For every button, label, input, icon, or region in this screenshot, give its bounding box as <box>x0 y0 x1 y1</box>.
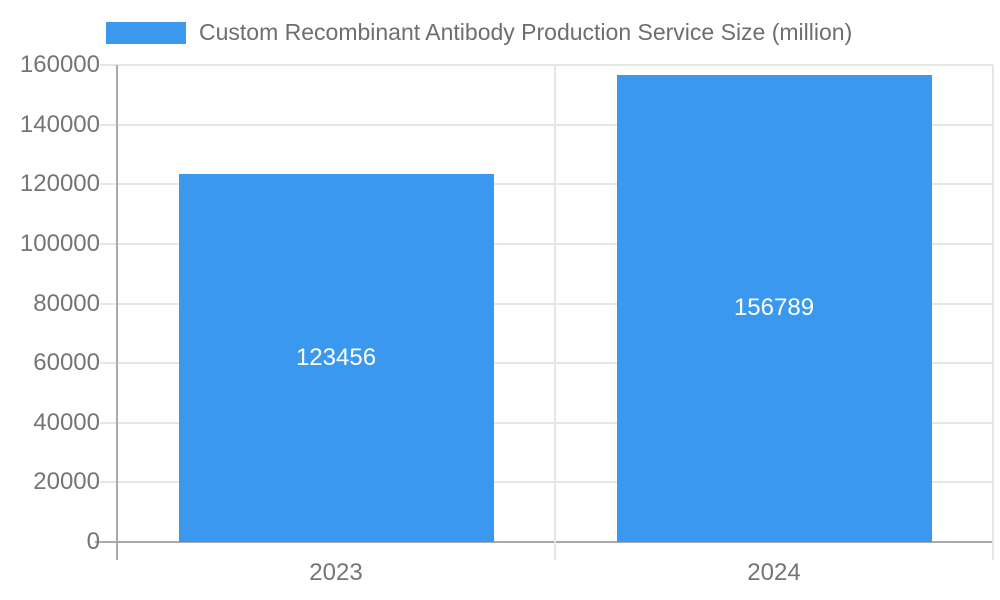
bar: 156789 <box>616 74 932 542</box>
gridline <box>100 242 993 245</box>
y-tick-label: 40000 <box>33 408 100 436</box>
legend-label: Custom Recombinant Antibody Production S… <box>199 19 853 45</box>
y-tick-label: 160000 <box>19 51 100 78</box>
category-separator <box>554 65 556 560</box>
y-axis-line <box>116 65 118 560</box>
gridline <box>100 481 993 484</box>
y-tick-label: 120000 <box>19 170 100 198</box>
y-tick-label: 0 <box>86 528 100 555</box>
y-tick-label: 140000 <box>19 110 100 138</box>
bar: 123456 <box>178 173 494 542</box>
plot-area: 0 20000 40000 60000 80000 100000 120000 140000 1… <box>20 53 994 585</box>
gridline <box>100 362 993 365</box>
gridline <box>100 421 993 424</box>
gridline <box>100 302 993 305</box>
y-tick-label: 60000 <box>33 349 100 377</box>
x-tick-label: 2024 <box>747 559 801 586</box>
gridline <box>100 123 993 126</box>
y-tick-label: 100000 <box>19 229 100 257</box>
chart-legend: Custom Recombinant Antibody Production S… <box>106 19 853 45</box>
y-tick-label: 80000 <box>33 289 100 317</box>
gridline <box>100 64 993 66</box>
y-tick-label: 20000 <box>33 468 100 496</box>
legend-swatch <box>106 21 186 44</box>
x-axis-line <box>95 541 993 543</box>
category-separator <box>992 65 994 560</box>
gridline <box>100 183 993 186</box>
bar-value-label: 123456 <box>295 343 377 371</box>
x-tick-label: 2023 <box>309 559 363 586</box>
bar-value-label: 156789 <box>733 294 815 322</box>
